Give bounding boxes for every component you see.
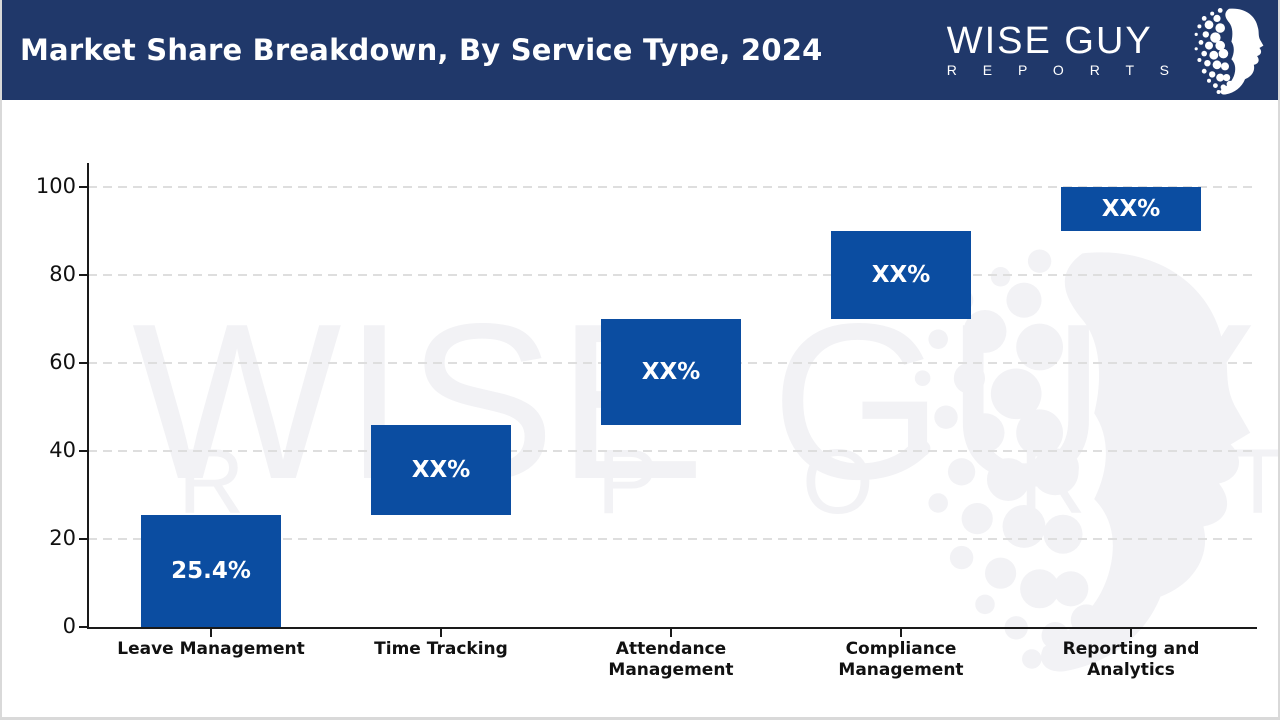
gridline-100 bbox=[88, 186, 1256, 188]
x-tick-mark bbox=[440, 629, 442, 637]
gridline-80 bbox=[88, 274, 1256, 276]
y-tick-mark bbox=[79, 450, 88, 452]
logo-text: WISE GUY R E P O R T S bbox=[946, 19, 1180, 79]
logo-subtitle: R E P O R T S bbox=[946, 62, 1180, 79]
x-axis-spine bbox=[87, 627, 1257, 629]
bar-value-label: XX% bbox=[641, 358, 701, 385]
x-category-label: Compliance Management bbox=[838, 639, 964, 680]
y-tick-mark bbox=[79, 538, 88, 540]
page-title: Market Share Breakdown, By Service Type,… bbox=[20, 33, 823, 67]
bar-segment: 25.4% bbox=[141, 515, 281, 627]
dotted-head-icon bbox=[1184, 4, 1266, 96]
y-tick-label: 20 bbox=[49, 526, 76, 550]
watermark-subtitle: R E P O R T S bbox=[178, 431, 1280, 533]
x-category-label: Time Tracking bbox=[374, 639, 508, 659]
bar-segment: XX% bbox=[1061, 187, 1201, 231]
y-tick-mark bbox=[79, 626, 88, 628]
logo-wordmark: WISE GUY bbox=[946, 19, 1153, 62]
wise-guy-logo: WISE GUY R E P O R T S bbox=[947, 4, 1266, 96]
bar-value-label: XX% bbox=[411, 456, 471, 483]
x-category-label: Leave Management bbox=[117, 639, 305, 659]
bar-value-label: 25.4% bbox=[171, 558, 251, 585]
y-tick-label: 100 bbox=[35, 174, 76, 198]
y-tick-mark bbox=[79, 362, 88, 364]
y-tick-label: 0 bbox=[62, 614, 76, 638]
bar-value-label: XX% bbox=[871, 262, 931, 288]
x-category-label: Attendance Management bbox=[608, 639, 734, 680]
y-axis-spine bbox=[87, 163, 89, 629]
x-tick-mark bbox=[1130, 629, 1132, 637]
y-tick-label: 80 bbox=[49, 262, 76, 286]
bar-segment: XX% bbox=[601, 319, 741, 425]
chart-plot: WISE GUY R E P O R T S 02040608010025.4%… bbox=[0, 100, 1280, 720]
y-tick-mark bbox=[79, 274, 88, 276]
gridline-20 bbox=[88, 538, 1256, 540]
x-category-label: Reporting and Analytics bbox=[1062, 639, 1200, 680]
y-tick-label: 40 bbox=[49, 438, 76, 462]
y-tick-mark bbox=[79, 186, 88, 188]
x-tick-mark bbox=[210, 629, 212, 637]
report-header: Market Share Breakdown, By Service Type,… bbox=[0, 0, 1280, 100]
gridline-40 bbox=[88, 450, 1256, 452]
bar-value-label: XX% bbox=[1101, 196, 1161, 222]
y-tick-label: 60 bbox=[49, 350, 76, 374]
bar-segment: XX% bbox=[371, 424, 511, 516]
x-tick-mark bbox=[670, 629, 672, 637]
x-tick-mark bbox=[900, 629, 902, 637]
bar-segment: XX% bbox=[831, 231, 971, 319]
